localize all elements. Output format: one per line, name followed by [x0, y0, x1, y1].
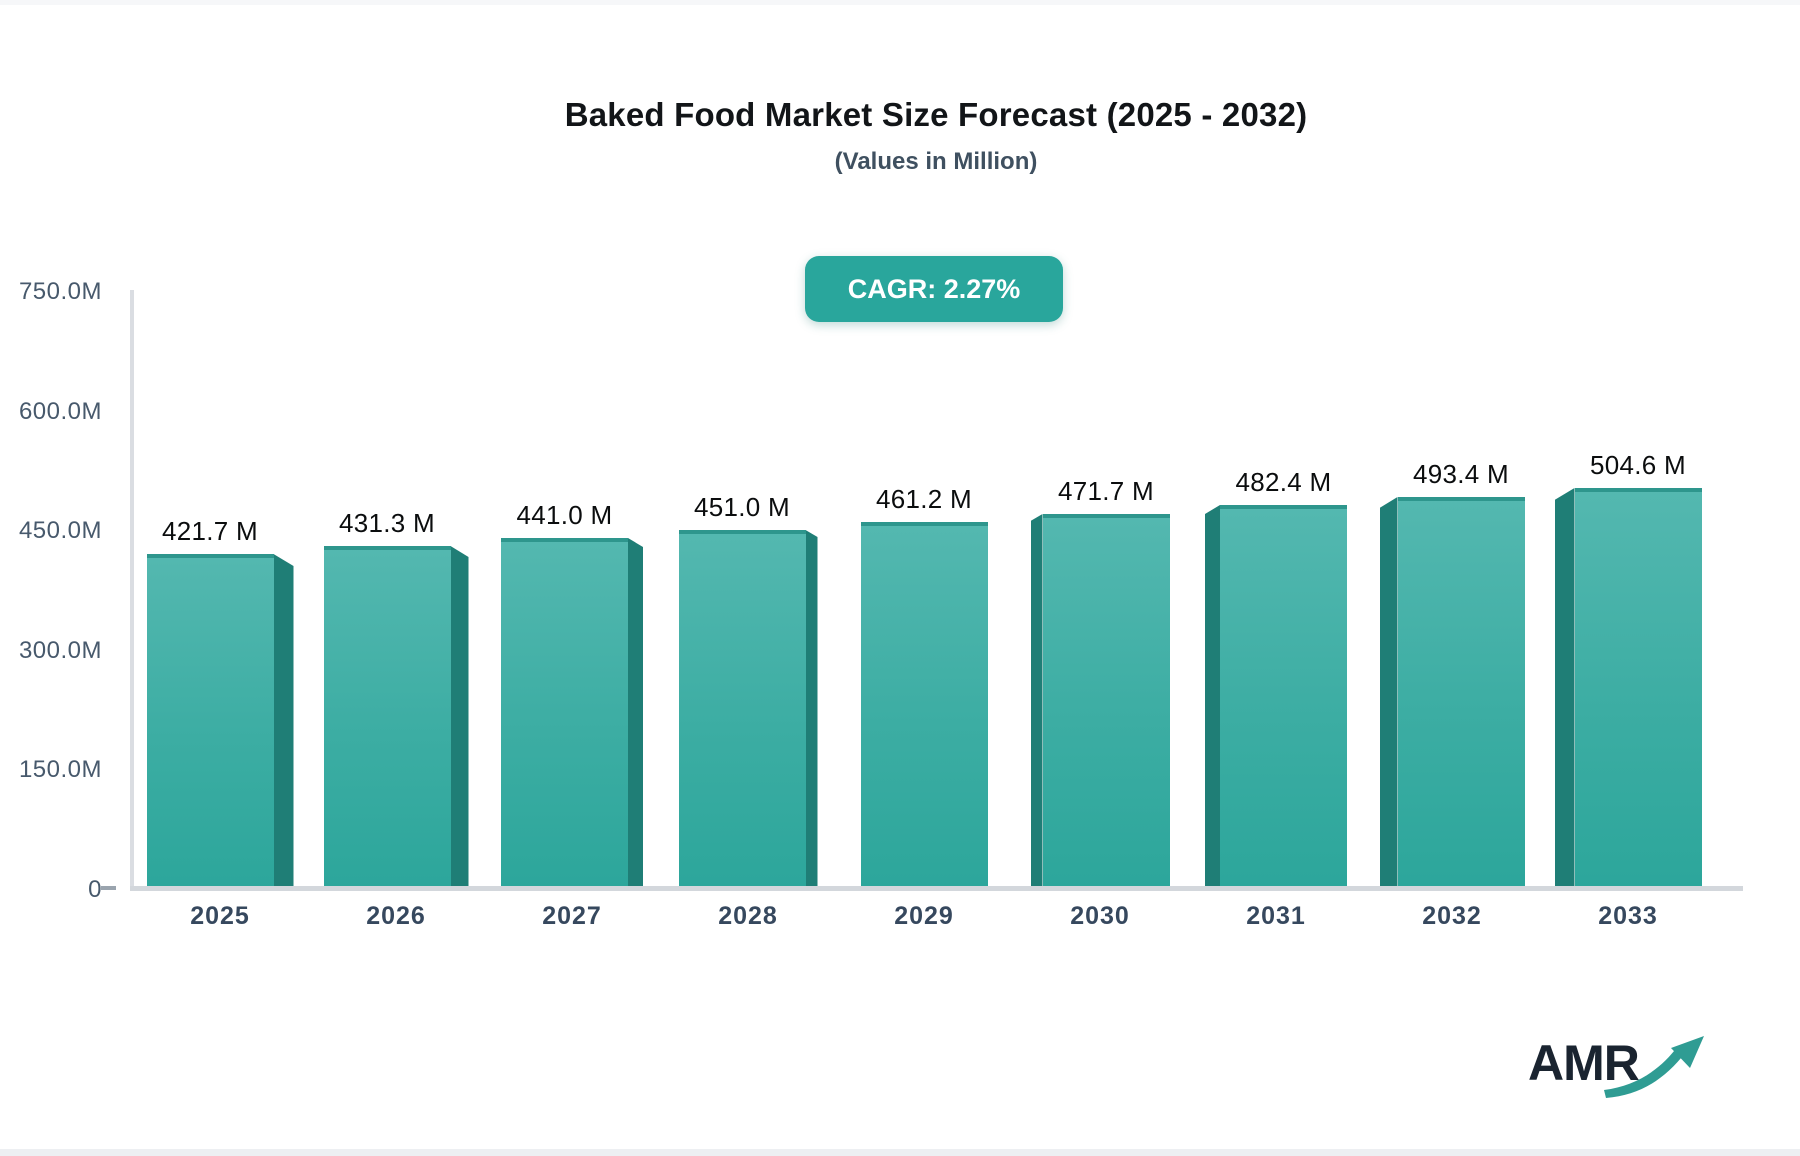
page-bottom-edge: [0, 1149, 1800, 1156]
x-axis-label: 2027: [542, 902, 602, 930]
bar-top-edge: [678, 530, 806, 534]
x-axis-label: 2028: [718, 902, 778, 930]
bar-value-label: 451.0 M: [693, 492, 791, 522]
bar-value-label: 471.7 M: [1057, 476, 1155, 506]
y-axis-line: [130, 290, 134, 891]
y-tick-label: 150.0M: [18, 756, 102, 784]
bar-face: [323, 546, 451, 890]
bar-top-edge: [1397, 497, 1525, 501]
bar-face: [860, 522, 988, 890]
bar-value-label: 441.0 M: [516, 500, 613, 530]
bar-2033[interactable]: [1554, 488, 1702, 890]
bar-face: [501, 538, 628, 890]
bar-value-label: 504.6 M: [1589, 450, 1687, 480]
brand-logo-text: AMR: [1528, 1035, 1640, 1091]
x-axis-line: [130, 886, 1743, 891]
bar-side-left: [1379, 497, 1398, 890]
bar-top-edge: [146, 554, 274, 558]
bar-face: [678, 530, 806, 890]
bar-2025[interactable]: [146, 554, 294, 890]
bar-top-edge: [1220, 505, 1347, 509]
x-axis-label: 2033: [1598, 902, 1658, 930]
brand-logo: AMR: [1528, 1034, 1728, 1124]
bar-side-right: [628, 538, 643, 890]
x-axis-label: 2029: [894, 902, 954, 930]
bar-2027[interactable]: [501, 538, 643, 890]
bar-value-label: 421.7 M: [161, 516, 259, 546]
bar-side-right: [805, 530, 818, 890]
y-tick-label: 450.0M: [18, 517, 102, 545]
bar-top-edge: [1574, 488, 1702, 492]
y-tick-label: 750.0M: [18, 278, 102, 305]
chart-subtitle: (Values in Million): [834, 148, 1038, 175]
bar-top-edge: [323, 546, 451, 550]
x-axis-label: 2030: [1070, 902, 1130, 930]
chart-title: Baked Food Market Size Forecast (2025 - …: [564, 96, 1308, 133]
bar-face: [1042, 514, 1170, 890]
bar-2026[interactable]: [323, 546, 469, 890]
bar-side-left: [1205, 505, 1220, 890]
zero-tick-mark: [101, 886, 116, 890]
bar-2030[interactable]: [1030, 514, 1170, 890]
bar-value-label: 431.3 M: [338, 508, 436, 538]
x-axis-label: 2032: [1422, 902, 1482, 930]
bar-2031[interactable]: [1205, 505, 1347, 890]
bar-side-right: [273, 554, 294, 890]
cagr-badge: CAGR: 2.27%: [805, 256, 1063, 322]
x-axis-label: 2025: [190, 902, 250, 930]
trending-up-arrow-icon: [1604, 1036, 1704, 1098]
bar-2028[interactable]: [678, 530, 818, 890]
bar-side-left: [1030, 514, 1043, 890]
bar-side-left: [1554, 488, 1575, 890]
bar-face: [1220, 505, 1347, 890]
bar-face: [1574, 488, 1702, 890]
bar-top-edge: [860, 522, 988, 526]
bar-2032[interactable]: [1379, 497, 1525, 890]
y-tick-label: 300.0M: [18, 636, 102, 664]
y-tick-label: 0: [88, 876, 102, 903]
x-axis-label: 2026: [366, 902, 426, 930]
bar-value-label: 493.4 M: [1412, 459, 1510, 489]
x-axis-label: 2031: [1246, 902, 1306, 930]
page-top-edge: [0, 0, 1800, 5]
y-tick-label: 600.0M: [18, 397, 102, 425]
bar-face: [146, 554, 274, 890]
bar-face: [1397, 497, 1525, 890]
bar-2029[interactable]: [860, 522, 988, 890]
bar-top-edge: [1042, 514, 1170, 518]
bar-value-label: 461.2 M: [875, 484, 973, 514]
bar-value-label: 482.4 M: [1235, 467, 1332, 497]
bar-side-right: [450, 546, 469, 890]
bar-top-edge: [501, 538, 628, 542]
